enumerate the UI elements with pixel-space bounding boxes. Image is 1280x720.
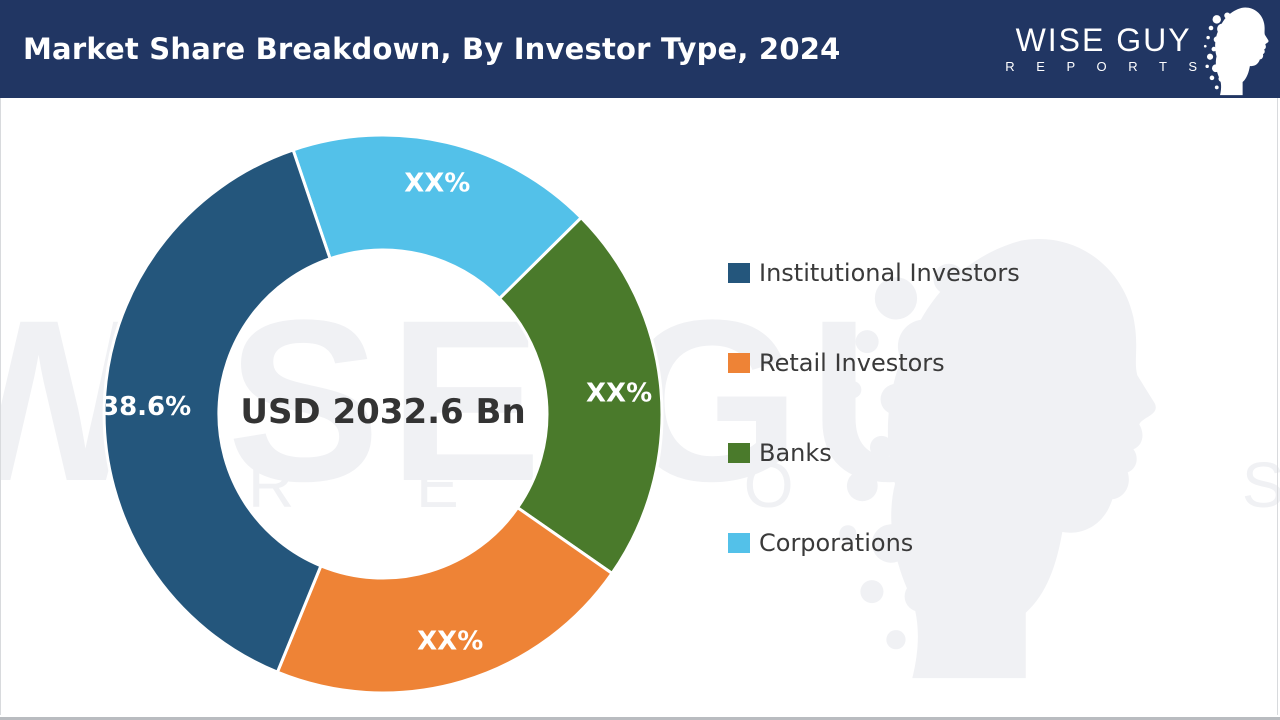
chart-legend: Institutional Investors Retail Investors… bbox=[728, 252, 1020, 612]
slice-label-corporations: XX% bbox=[404, 168, 470, 198]
logo-text: WISE GUY R E P O R T S bbox=[1001, 24, 1206, 74]
chart-center-value: USD 2032.6 Bn bbox=[240, 392, 526, 432]
slice-corporations bbox=[291, 133, 583, 301]
logo-head-icon bbox=[1194, 5, 1274, 97]
slice-banks bbox=[498, 216, 664, 575]
slice-institutional-investors bbox=[102, 148, 332, 674]
slice-label-banks: XX% bbox=[586, 379, 652, 409]
legend-swatch-icon bbox=[728, 443, 750, 463]
legend-item-banks: Banks bbox=[728, 432, 1020, 474]
legend-swatch-icon bbox=[728, 353, 750, 373]
bottom-border bbox=[0, 717, 1280, 720]
slice-retail-investors bbox=[275, 506, 614, 695]
slice-label-institutional-investors: 38.6% bbox=[101, 392, 191, 422]
legend-item-institutional-investors: Institutional Investors bbox=[728, 252, 1020, 294]
legend-swatch-icon bbox=[728, 263, 750, 283]
legend-item-corporations: Corporations bbox=[728, 522, 1020, 564]
legend-label: Institutional Investors bbox=[759, 259, 1020, 287]
header-bar: Market Share Breakdown, By Investor Type… bbox=[0, 0, 1280, 98]
legend-item-retail-investors: Retail Investors bbox=[728, 342, 1020, 384]
logo-reports-text: R E P O R T S bbox=[1005, 58, 1206, 74]
legend-label: Banks bbox=[759, 439, 832, 467]
legend-swatch-icon bbox=[728, 533, 750, 553]
wise-guy-reports-logo: WISE GUY R E P O R T S bbox=[1001, 0, 1274, 98]
legend-label: Corporations bbox=[759, 529, 914, 557]
chart-canvas bbox=[0, 98, 1278, 715]
page-title: Market Share Breakdown, By Investor Type… bbox=[23, 32, 841, 66]
legend-label: Retail Investors bbox=[759, 349, 945, 377]
logo-wiseguy-text: WISE GUY bbox=[1015, 22, 1192, 59]
slice-label-retail-investors: XX% bbox=[417, 626, 483, 656]
